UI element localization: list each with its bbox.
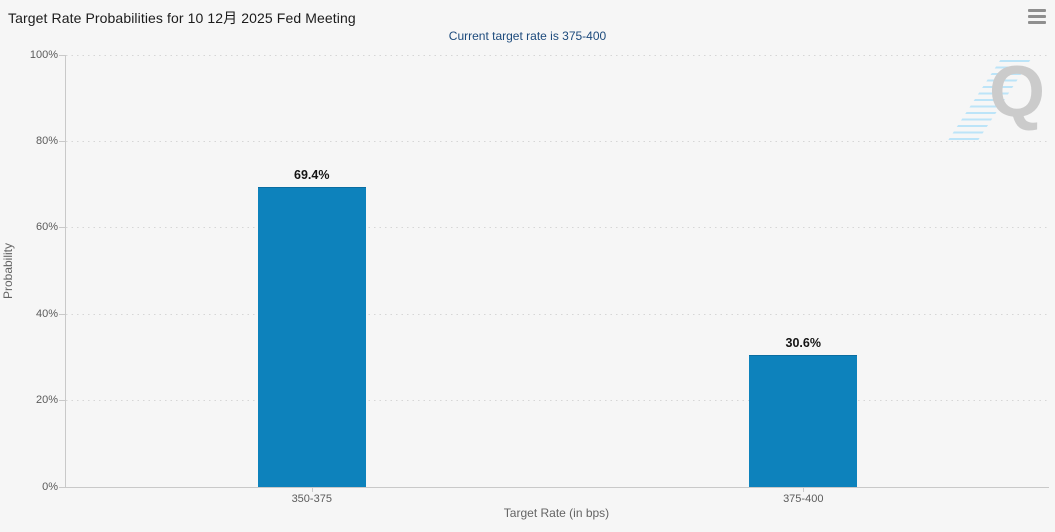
gridline xyxy=(66,400,1049,402)
probability-bar[interactable] xyxy=(257,187,366,487)
x-axis-tick xyxy=(311,487,313,492)
hamburger-icon[interactable] xyxy=(1028,9,1046,24)
bar-value-label: 69.4% xyxy=(294,168,330,183)
y-axis-tick xyxy=(59,54,65,56)
x-tick-label: 350-375 xyxy=(291,493,332,505)
bar-value-label: 30.6% xyxy=(785,335,821,350)
gridline xyxy=(66,140,1049,142)
gridline xyxy=(66,54,1049,56)
y-tick-label: 60% xyxy=(35,221,58,234)
y-tick-label: 40% xyxy=(35,307,58,320)
y-axis-tick xyxy=(59,313,65,315)
y-tick-label: 0% xyxy=(42,480,58,493)
y-axis-title: Probability xyxy=(1,242,15,300)
x-tick-label: 375-400 xyxy=(783,493,824,505)
probability-bar[interactable] xyxy=(749,354,858,487)
y-tick-label: 80% xyxy=(35,134,58,147)
x-axis-tick xyxy=(803,487,805,492)
y-axis-tick xyxy=(59,400,65,402)
y-axis-tick xyxy=(59,227,65,229)
hamburger-bar xyxy=(1028,9,1046,12)
hamburger-bar xyxy=(1028,15,1046,18)
gridline xyxy=(66,313,1049,315)
hamburger-bar xyxy=(1028,21,1046,24)
y-axis-tick xyxy=(59,486,65,488)
y-tick-label: 100% xyxy=(29,48,58,61)
gridline xyxy=(66,227,1049,229)
chart-title: Target Rate Probabilities for 10 12月 202… xyxy=(8,10,356,26)
y-axis-tick xyxy=(59,140,65,142)
y-tick-label: 20% xyxy=(35,394,58,407)
current-target-rate-subtitle: Current target rate is 375-400 xyxy=(448,29,607,43)
plot-area: 100% 80% 60% 40% 20% 0% 69.4% 350-375 30.6% 375-4… xyxy=(30,49,1049,505)
x-axis-title: Target Rate (in bps) xyxy=(503,506,610,520)
